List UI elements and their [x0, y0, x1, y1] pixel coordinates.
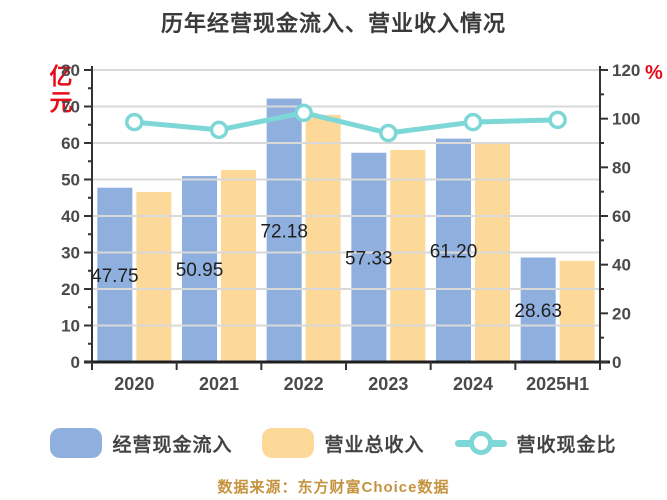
bar-revenue-2025H1 — [559, 260, 595, 362]
bar-value-label: 50.95 — [176, 260, 224, 281]
chart-legend: 经营现金流入 营业总收入 营收现金比 — [0, 428, 667, 458]
chart-title: 历年经营现金流入、营业收入情况 — [160, 11, 506, 36]
left-axis-tick-label: 50 — [61, 171, 80, 190]
bar-revenue-2021 — [221, 170, 256, 362]
right-axis-tick-label: 80 — [612, 158, 631, 177]
bar-revenue-2022 — [305, 114, 341, 363]
right-axis-tick-label: 20 — [612, 304, 631, 323]
bar-revenue-2023 — [390, 149, 426, 362]
line-marker-2023 — [379, 123, 398, 143]
right-axis-tick-label: 0 — [612, 353, 621, 372]
left-axis-unit-label: 亿元 — [46, 64, 72, 116]
x-axis-category-label: 2022 — [284, 374, 324, 394]
legend-label-total-operating-revenue: 营业总收入 — [324, 434, 425, 456]
legend-label-revenue-cash-ratio: 营收现金比 — [516, 434, 617, 456]
line-marker-2021 — [209, 120, 229, 140]
line-marker-2022 — [294, 103, 313, 123]
bar-value-label: 28.63 — [514, 301, 562, 322]
right-axis-tick-label: 120 — [612, 61, 640, 80]
combo-chart-plot: 0 10 20 30 40 50 60 70 80 0 20 40 60 80 100 120 2020 2021… — [61, 61, 640, 394]
legend-item-operating-cash-inflow[interactable]: 经营现金流入 — [50, 428, 232, 458]
bar-value-label: 47.75 — [91, 266, 139, 287]
left-axis-tick-label: 80 — [61, 61, 80, 80]
x-axis-category-label: 2025H1 — [526, 374, 589, 394]
right-axis-tick-label: 60 — [612, 207, 631, 226]
bar-value-label: 61.20 — [430, 241, 478, 262]
bar-cash-inflow-2023 — [351, 152, 387, 362]
legend-circle-marker-icon — [468, 431, 493, 455]
left-axis-tick-label: 40 — [61, 207, 80, 226]
bar-value-label: 72.18 — [260, 221, 308, 242]
left-axis-tick-label: 70 — [61, 98, 80, 117]
x-axis-category-label: 2021 — [199, 374, 239, 394]
x-axis-category-label: 2023 — [368, 374, 408, 394]
legend-label-operating-cash-inflow: 经营现金流入 — [112, 434, 233, 456]
left-axis-tick-label: 30 — [61, 244, 80, 263]
line-marker-2025H1 — [548, 110, 567, 130]
line-marker-2024 — [463, 112, 483, 132]
legend-item-revenue-cash-ratio[interactable]: 营收现金比 — [454, 428, 617, 458]
legend-swatch-orange-bar — [262, 428, 315, 458]
left-axis-tick-label: 60 — [61, 134, 80, 153]
left-axis-tick-label: 0 — [71, 353, 80, 372]
legend-swatch-teal-line-icon — [454, 428, 507, 458]
left-axis-tick-label: 10 — [61, 317, 80, 336]
line-marker-2020 — [125, 112, 144, 132]
left-axis-tick-label: 20 — [61, 280, 80, 299]
bar-value-label: 57.33 — [345, 248, 393, 269]
ratio-line — [131, 110, 561, 136]
right-axis-unit-label: % — [645, 62, 663, 84]
bar-cash-inflow-2025H1 — [520, 257, 556, 362]
bar-revenue-2020 — [136, 191, 172, 362]
right-axis-tick-label: 40 — [612, 256, 631, 275]
data-source-note: 数据来源：东方财富Choice数据 — [217, 479, 450, 496]
right-axis-tick-label: 100 — [612, 110, 640, 129]
x-axis-category-label: 2024 — [453, 374, 493, 394]
bar-cash-inflow-2021 — [182, 176, 217, 362]
legend-item-total-operating-revenue[interactable]: 营业总收入 — [262, 428, 424, 458]
legend-swatch-blue-bar — [50, 428, 103, 458]
x-axis-category-label: 2020 — [114, 374, 154, 394]
